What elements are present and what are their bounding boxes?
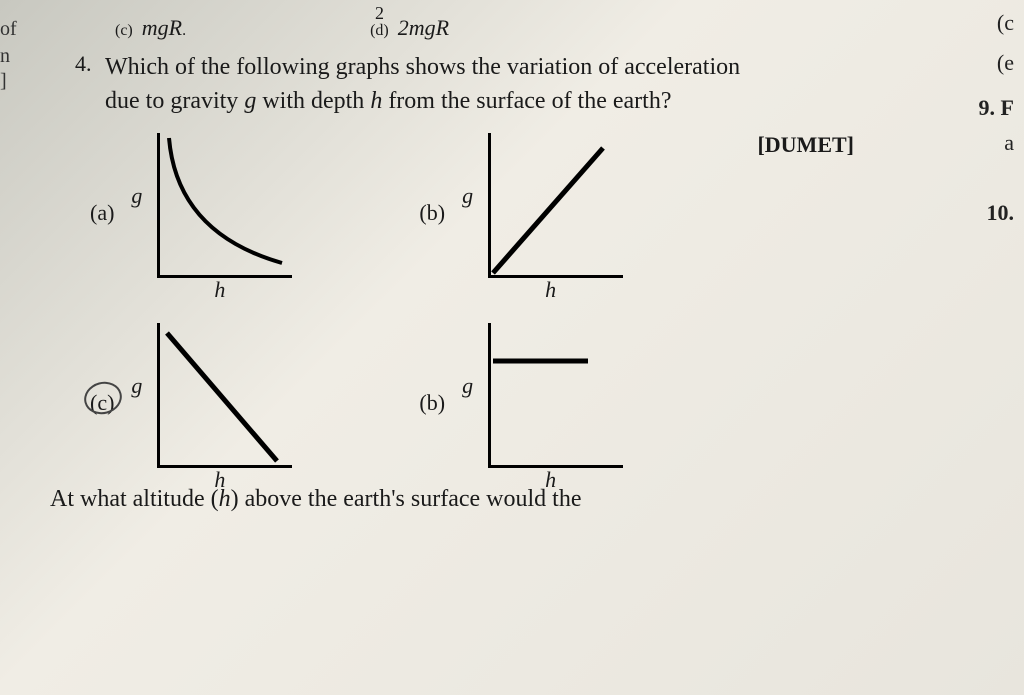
options-row-cd: 2 (c) mgR. (d) 2mgR: [115, 15, 994, 41]
x-label: h: [545, 277, 556, 303]
right-margin-9: 9. F: [979, 95, 1014, 121]
right-margin-e: (e: [997, 50, 1014, 76]
margin-fragment-bracket: ]: [0, 70, 7, 93]
y-label: g: [131, 373, 142, 399]
superscript-2: 2: [375, 3, 384, 24]
q4-text3: from the surface of the earth?: [382, 88, 671, 114]
option-d-label: (d) 2mgR: [370, 22, 449, 39]
margin-fragment-n: n: [0, 45, 10, 68]
bottom-q-text2: ) above the earth's surface would the: [231, 486, 582, 512]
graphs-container: (a) g h (b) g h: [90, 128, 994, 488]
graph-d: (b) g h: [419, 318, 630, 488]
curve-d-svg: [488, 323, 623, 468]
graph-row-1: (a) g h (b) g h: [90, 128, 994, 298]
q4-var-g: g: [244, 88, 256, 114]
option-c-suffix: .: [182, 22, 186, 39]
right-margin-a: a: [1004, 130, 1014, 156]
graph-b: (b) g h: [419, 128, 630, 298]
graph-b-label: (b): [419, 200, 445, 226]
question-number: 4.: [75, 51, 105, 118]
option-d-prefix: (d): [370, 22, 389, 39]
question-4: 4. Which of the following graphs shows t…: [75, 51, 994, 118]
answer-circle-mark: [81, 378, 126, 419]
x-label: h: [214, 277, 225, 303]
curve-c-svg: [157, 323, 292, 468]
graph-c: (c) g h: [90, 318, 299, 488]
exam-tag: [DUMET]: [757, 132, 854, 158]
q4-text2: with depth: [256, 88, 370, 114]
graph-row-2: (c) g h (b) g: [90, 318, 994, 488]
option-c-prefix: (c): [115, 22, 133, 39]
q4-var-h: h: [370, 88, 382, 114]
graph-c-box: g h: [129, 318, 299, 488]
y-label: g: [462, 183, 473, 209]
textbook-page: of n ] (c (e 9. F a 10. 2 (c) mgR. (d) 2…: [0, 0, 1024, 518]
bottom-q-var-h: h: [219, 486, 231, 512]
bottom-q-text1: At what altitude (: [50, 486, 219, 512]
right-margin-c: (c: [997, 10, 1014, 36]
graph-d-label: (b): [419, 390, 445, 416]
bottom-question: At what altitude (h) above the earth's s…: [50, 486, 581, 513]
option-d-text: 2mgR: [398, 15, 449, 40]
option-c-text: mgR: [142, 15, 182, 40]
right-margin-10: 10.: [987, 200, 1015, 226]
graph-b-box: g h: [460, 128, 630, 298]
graph-a: (a) g h: [90, 128, 299, 298]
option-c-label: (c) mgR.: [115, 22, 190, 39]
curve-a-svg: [157, 133, 292, 278]
curve-c-path: [167, 333, 277, 461]
question-text: Which of the following graphs shows the …: [105, 51, 745, 118]
curve-b-path: [493, 148, 603, 273]
graph-a-box: g h: [129, 128, 299, 298]
y-label: g: [131, 183, 142, 209]
margin-fragment-of: of: [0, 18, 17, 41]
graph-d-box: g h: [460, 318, 630, 488]
graph-a-label: (a): [90, 200, 114, 226]
curve-a-path: [169, 138, 282, 263]
y-label: g: [462, 373, 473, 399]
curve-b-svg: [488, 133, 623, 278]
graph-c-label: (c): [90, 390, 114, 416]
